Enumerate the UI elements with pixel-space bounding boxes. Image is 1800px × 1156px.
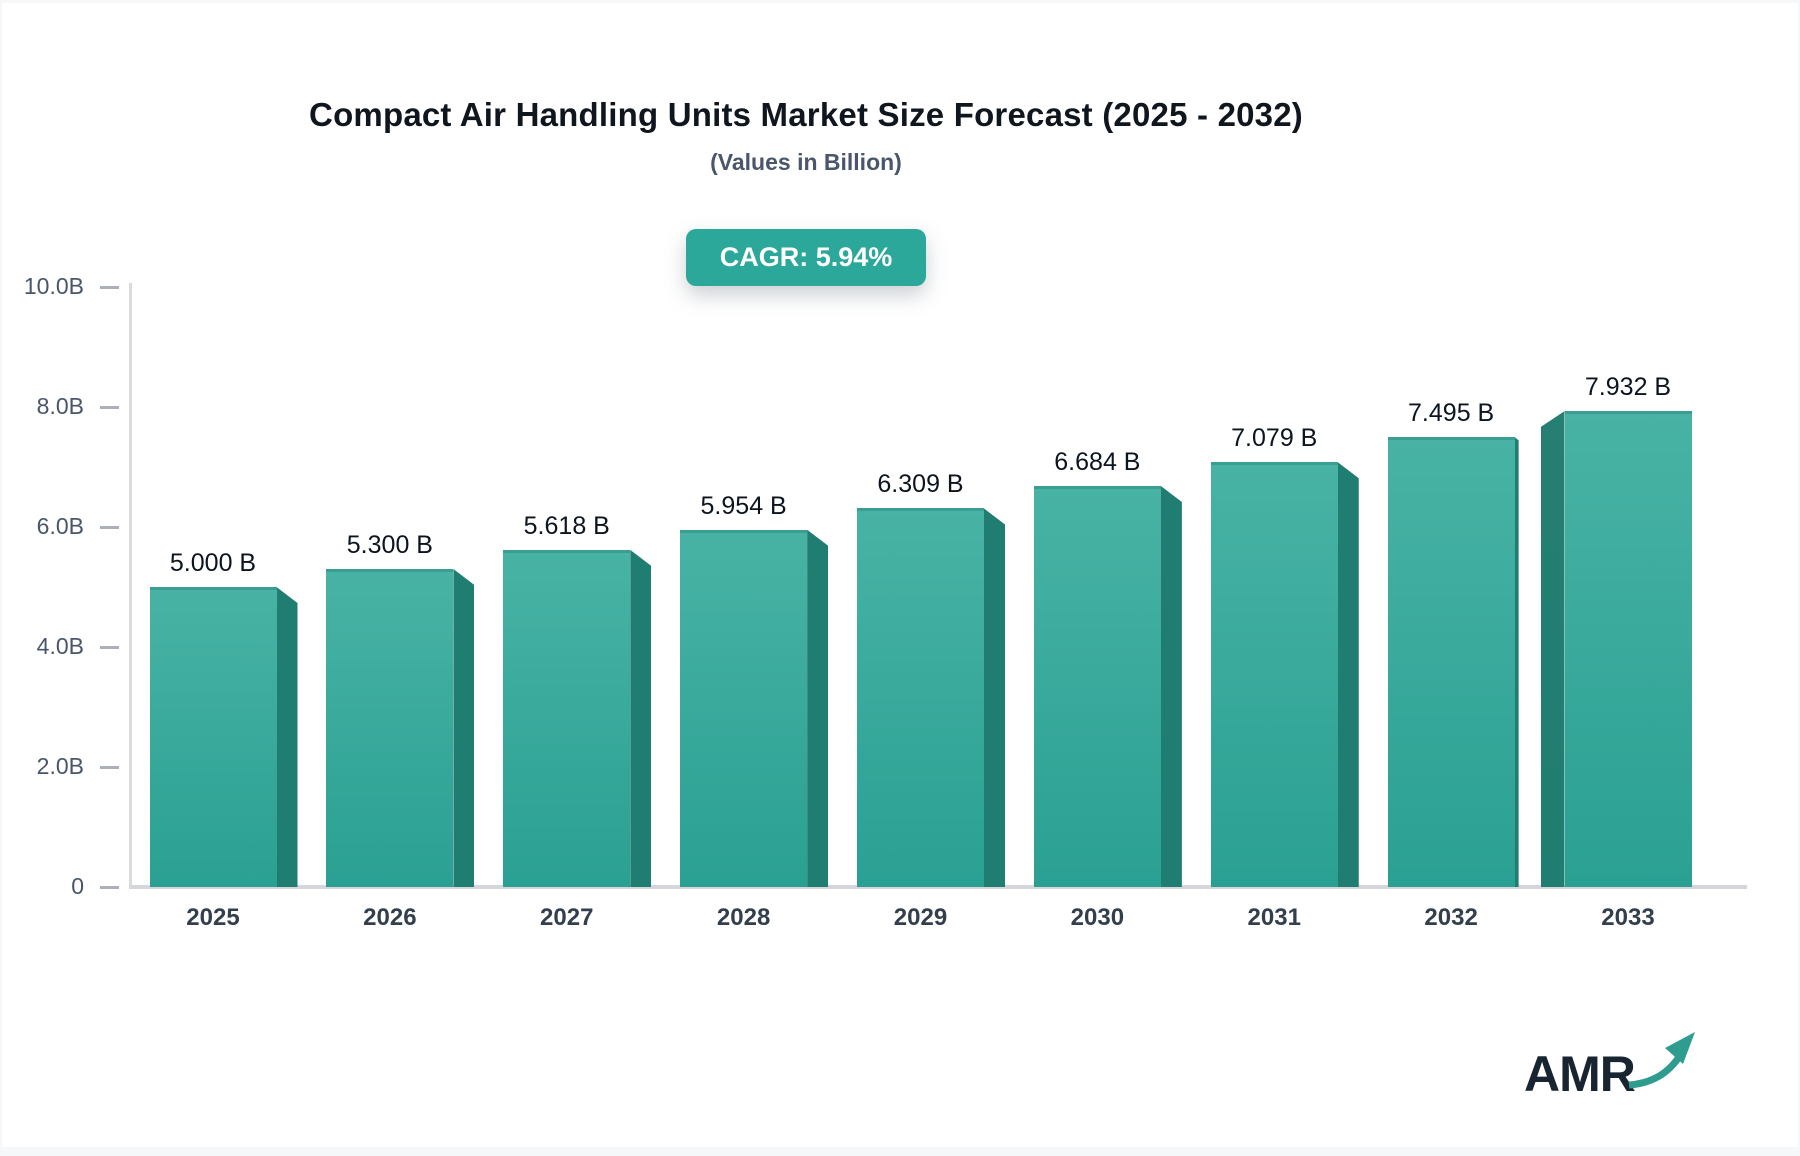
x-axis-label: 2029 [893,904,948,931]
bar-value-label: 5.300 B [346,531,433,559]
y-tick-mark [100,286,119,289]
bar-side-2031 [1337,462,1359,887]
y-tick-mark [100,406,119,409]
amr-logo: AMR [1524,1028,1703,1099]
x-axis-label: 2033 [1601,904,1655,931]
bar-side-2025 [276,587,298,887]
bar-2028 [680,529,808,887]
y-tick-label: 2.0B [36,753,84,779]
y-tick-mark [100,526,119,529]
bar-value-label: 7.932 B [1584,373,1672,402]
chart-title: Compact Air Handling Units Market Size F… [309,96,1303,133]
y-tick-label: 10.0B [23,273,84,299]
bar-value-label: 6.684 B [1054,447,1141,476]
y-tick-mark [100,766,119,769]
bar-side-2033 [1540,411,1565,887]
bar-2026 [326,569,454,887]
bar-side-2029 [984,508,1005,887]
y-tick-label: 8.0B [36,393,84,419]
bar-value-label: 6.309 B [877,470,964,499]
bar-side-2028 [807,529,829,887]
y-tick-label: 6.0B [36,513,84,539]
y-tick-mark [100,886,119,889]
x-axis-label: 2027 [540,904,594,931]
chart-subtitle: (Values in Billion) [710,149,902,175]
x-axis-label: 2030 [1070,904,1125,931]
cagr-badge: CAGR: 5.94% [686,229,926,286]
bar-side-2032 [1514,437,1519,887]
bar-side-2026 [453,569,475,887]
y-axis-line [129,283,132,888]
y-tick-label: 0 [71,873,84,899]
bar-side-2030 [1160,485,1182,887]
bar-value-label: 5.000 B [169,549,257,577]
bar-2030 [1033,485,1161,887]
x-axis-label: 2028 [716,904,771,931]
y-tick-label: 4.0B [36,633,84,659]
x-axis-label: 2032 [1424,904,1478,931]
trending-up-arrow-icon [1627,1028,1703,1097]
bar-2027 [503,549,631,887]
y-tick-mark [100,646,119,649]
bar-2025 [149,587,277,887]
bar-value-label: 7.495 B [1408,399,1495,428]
amr-logo-text: AMR [1524,1046,1636,1102]
bar-value-label: 7.079 B [1231,424,1318,453]
x-axis-label: 2025 [186,904,240,931]
x-axis-label: 2031 [1247,904,1301,931]
bar-side-2027 [630,549,652,887]
bar-2029 [857,508,984,887]
x-axis-baseline [129,885,1747,889]
bar-2032 [1387,437,1515,887]
bar-2031 [1210,462,1338,887]
bar-value-label: 5.618 B [523,511,610,540]
bar-value-label: 5.954 B [700,491,787,520]
x-axis-label: 2026 [363,904,417,931]
bar-2033 [1564,411,1692,887]
